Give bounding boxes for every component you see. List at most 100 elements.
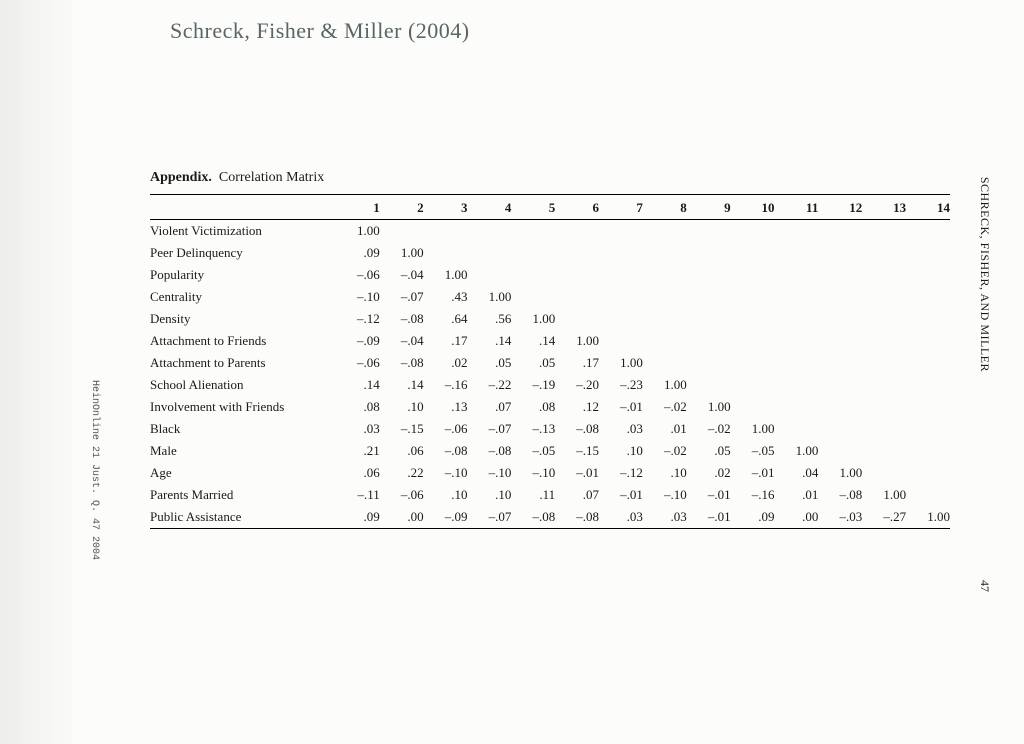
cell: .00: [380, 506, 424, 529]
cell: 1.00: [731, 418, 775, 440]
heinonline-citation: HeinOnline 21 Just. Q. 47 2004: [89, 380, 100, 560]
cell: [862, 462, 906, 484]
scan-shadow: [0, 0, 80, 744]
cell: –.20: [555, 374, 599, 396]
col-header: 14: [906, 197, 950, 220]
page-number: 47: [977, 580, 992, 592]
page-content: Appendix. Correlation Matrix 12345678910…: [150, 170, 950, 529]
col-header: 6: [555, 197, 599, 220]
cell: 1.00: [599, 352, 643, 374]
cell: .02: [687, 462, 731, 484]
cell: .64: [424, 308, 468, 330]
cell: [555, 220, 599, 243]
cell: –.13: [511, 418, 555, 440]
cell: –.12: [336, 308, 380, 330]
cell: [467, 264, 511, 286]
cell: [687, 220, 731, 243]
cell: [906, 462, 950, 484]
cell: 1.00: [862, 484, 906, 506]
cell: –.01: [555, 462, 599, 484]
cell: –.06: [380, 484, 424, 506]
cell: 1.00: [467, 286, 511, 308]
cell: [862, 308, 906, 330]
cell: [599, 264, 643, 286]
cell: –.06: [424, 418, 468, 440]
cell: .01: [643, 418, 687, 440]
cell: [774, 330, 818, 352]
cell: [687, 242, 731, 264]
table-body: Violent Victimization1.00Peer Delinquenc…: [150, 220, 950, 529]
cell: [467, 242, 511, 264]
cell: –.08: [424, 440, 468, 462]
cell: .03: [336, 418, 380, 440]
col-header: 12: [818, 197, 862, 220]
cell: .04: [774, 462, 818, 484]
cell: [731, 330, 775, 352]
cell: [555, 308, 599, 330]
cell: .56: [467, 308, 511, 330]
row-label: Peer Delinquency: [150, 242, 336, 264]
cell: .08: [336, 396, 380, 418]
table-row: Involvement with Friends.08.10.13.07.08.…: [150, 396, 950, 418]
row-label: Public Assistance: [150, 506, 336, 529]
cell: .12: [555, 396, 599, 418]
cell: .00: [774, 506, 818, 529]
row-label: Density: [150, 308, 336, 330]
cell: 1.00: [424, 264, 468, 286]
cell: [906, 352, 950, 374]
table-row: Density–.12–.08.64.561.00: [150, 308, 950, 330]
cell: [906, 484, 950, 506]
cell: –.05: [731, 440, 775, 462]
row-label: Male: [150, 440, 336, 462]
cell: 1.00: [774, 440, 818, 462]
cell: [424, 242, 468, 264]
cell: [555, 242, 599, 264]
cell: [511, 242, 555, 264]
cell: .05: [511, 352, 555, 374]
cell: –.10: [511, 462, 555, 484]
cell: [774, 396, 818, 418]
cell: [818, 220, 862, 243]
cell: [731, 352, 775, 374]
cell: –.16: [424, 374, 468, 396]
cell: [511, 264, 555, 286]
cell: .06: [380, 440, 424, 462]
cell: [818, 374, 862, 396]
handwritten-citation: Schreck, Fisher & Miller (2004): [170, 18, 470, 44]
cell: [687, 374, 731, 396]
cell: [774, 374, 818, 396]
cell: –.09: [336, 330, 380, 352]
cell: .17: [555, 352, 599, 374]
caption-rest: Correlation Matrix: [219, 170, 324, 185]
cell: [555, 264, 599, 286]
cell: [731, 264, 775, 286]
cell: –.08: [467, 440, 511, 462]
caption-bold: Appendix.: [150, 170, 212, 185]
table-row: Parents Married–.11–.06.10.10.11.07–.01–…: [150, 484, 950, 506]
table-row: Attachment to Friends–.09–.04.17.14.141.…: [150, 330, 950, 352]
col-header: 10: [731, 197, 775, 220]
cell: [862, 264, 906, 286]
cell: –.10: [336, 286, 380, 308]
cell: –.08: [380, 352, 424, 374]
cell: [774, 352, 818, 374]
cell: .13: [424, 396, 468, 418]
cell: [774, 286, 818, 308]
table-row: Attachment to Parents–.06–.08.02.05.05.1…: [150, 352, 950, 374]
col-header: 3: [424, 197, 468, 220]
cell: [862, 220, 906, 243]
cell: [687, 264, 731, 286]
cell: 1.00: [511, 308, 555, 330]
cell: –.08: [511, 506, 555, 529]
table-row: Centrality–.10–.07.431.00: [150, 286, 950, 308]
col-header: 9: [687, 197, 731, 220]
cell: .10: [380, 396, 424, 418]
cell: .10: [599, 440, 643, 462]
cell: –.01: [599, 484, 643, 506]
cell: .08: [511, 396, 555, 418]
cell: –.08: [818, 484, 862, 506]
cell: –.12: [599, 462, 643, 484]
cell: –.04: [380, 264, 424, 286]
cell: –.05: [511, 440, 555, 462]
table-row: Public Assistance.09.00–.09–.07–.08–.08.…: [150, 506, 950, 529]
